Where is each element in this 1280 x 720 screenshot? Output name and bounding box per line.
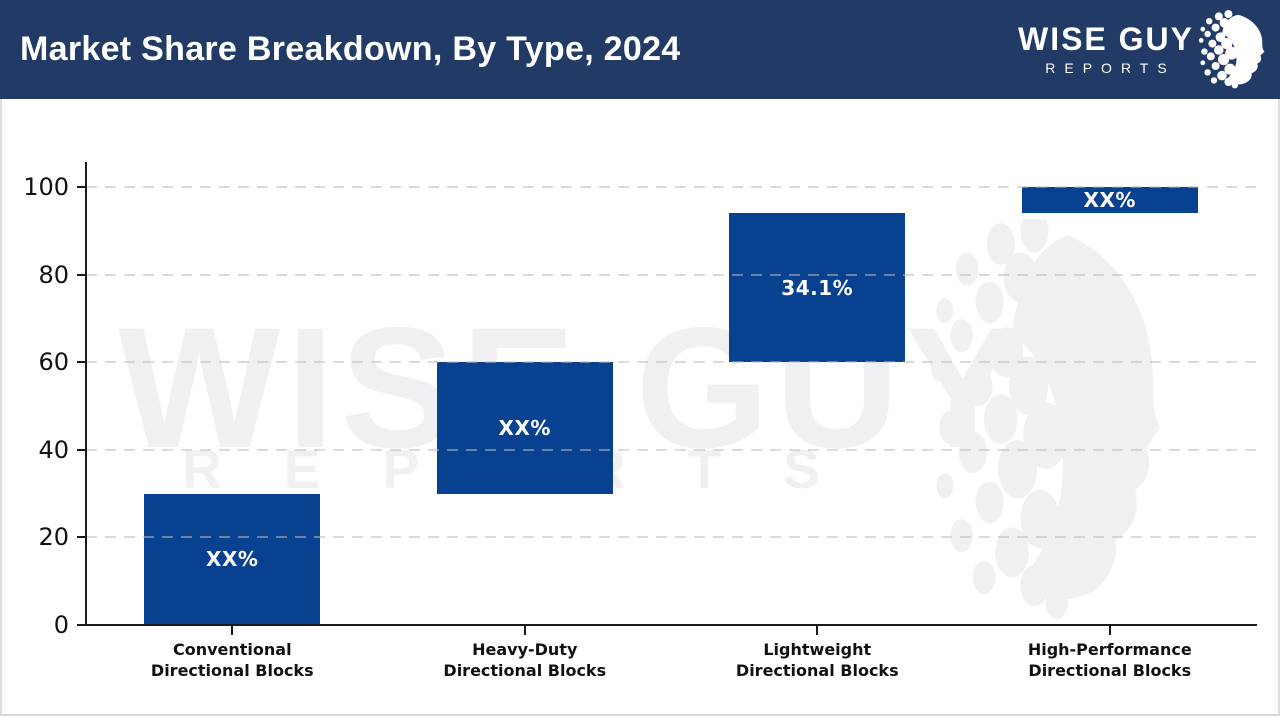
x-category-label: Conventional Directional Blocks: [150, 640, 314, 680]
y-axis-line: [85, 162, 87, 626]
page-title: Market Share Breakdown, By Type, 2024: [20, 30, 681, 68]
x-tick-mark: [523, 626, 526, 635]
brand-subtitle: REPORTS: [1045, 59, 1176, 76]
x-axis-line: [85, 624, 1257, 626]
y-axis-tick-label: 40: [38, 435, 69, 464]
x-category-label: High-Performance Directional Blocks: [1027, 640, 1192, 680]
y-axis-tick-label: 20: [38, 523, 69, 552]
y-tick-mark: [77, 361, 86, 364]
bar-value-label: 34.1%: [781, 275, 854, 300]
y-axis-tick-label: 0: [53, 611, 69, 639]
gridline: [86, 536, 1258, 539]
y-tick-mark: [77, 273, 86, 276]
brand-name: WISE GUY: [1017, 21, 1194, 58]
brand-logo: WISE GUY REPORTS: [1018, 0, 1270, 99]
gridline: [86, 273, 1258, 276]
gridline: [86, 186, 1258, 188]
y-tick-mark: [77, 536, 86, 539]
bar-value-label: XX%: [206, 547, 259, 572]
y-axis-tick-label: 100: [23, 173, 69, 201]
x-category-label: Heavy-Duty Directional Blocks: [443, 640, 607, 680]
x-tick-mark: [231, 626, 234, 635]
y-tick-mark: [77, 448, 86, 451]
bar: 34.1%: [729, 212, 906, 363]
bar: XX%: [436, 362, 613, 494]
watermark-dotted-head-icon: [930, 219, 1161, 619]
gridline: [86, 361, 1258, 364]
bar: XX%: [1021, 187, 1198, 213]
y-axis-tick-label: 60: [38, 348, 69, 377]
x-category-label: Lightweight Directional Blocks: [735, 640, 899, 680]
bar-value-label: XX%: [1083, 187, 1136, 212]
brand-logo-text: WISE GUY REPORTS: [1018, 23, 1194, 76]
brand-dotted-head-icon: [1198, 9, 1265, 88]
y-tick-mark: [77, 624, 86, 626]
y-axis-tick-label: 80: [38, 260, 69, 289]
gridline: [86, 448, 1258, 451]
header-bar: Market Share Breakdown, By Type, 2024 WI…: [0, 0, 1280, 99]
x-tick-mark: [1108, 626, 1111, 635]
bar-value-label: XX%: [498, 415, 551, 440]
x-tick-mark: [816, 626, 819, 635]
bar: XX%: [144, 493, 321, 625]
y-tick-mark: [77, 186, 86, 188]
